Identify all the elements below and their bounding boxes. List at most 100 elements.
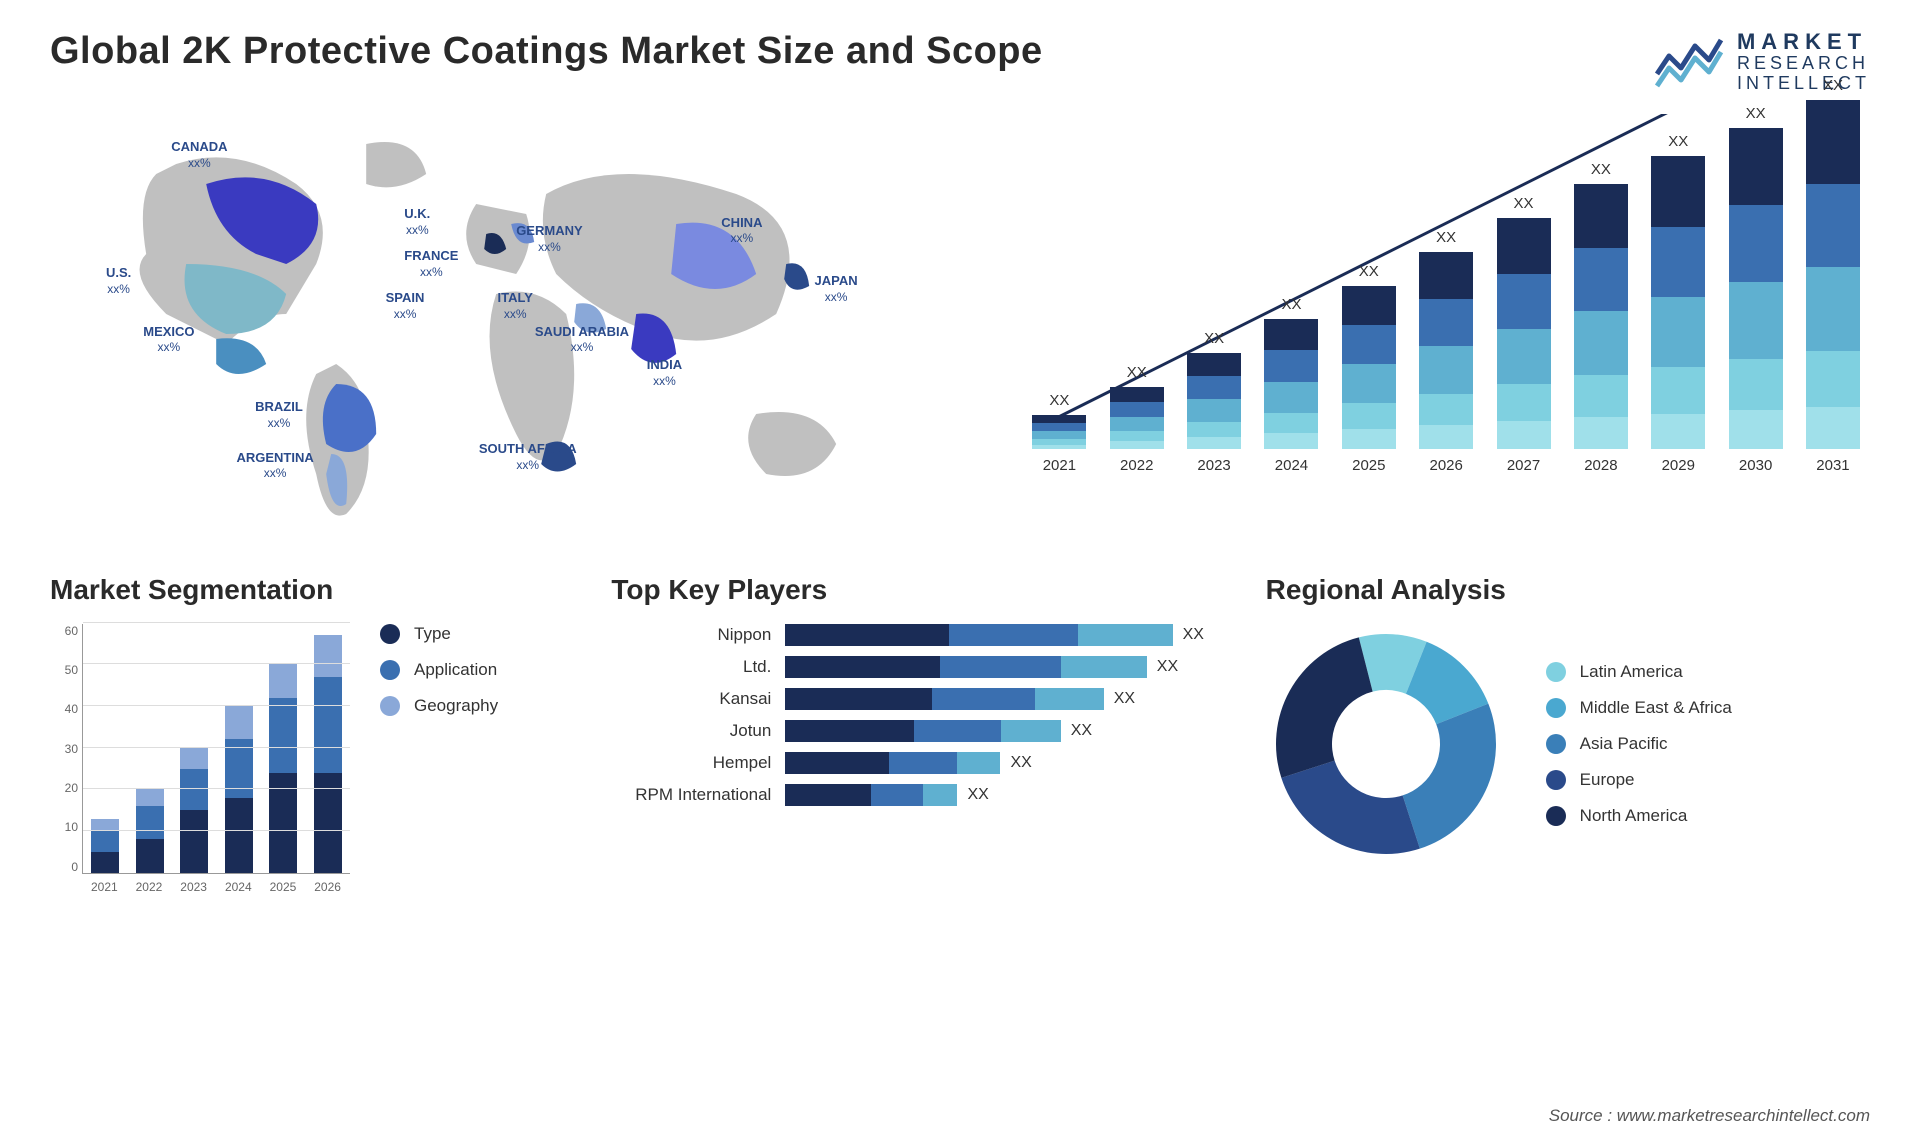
growth-bar: XX2024 — [1264, 296, 1318, 473]
growth-bar-value: XX — [1436, 229, 1456, 246]
segmentation-legend-item: Application — [380, 660, 498, 680]
player-label: Jotun — [611, 721, 771, 741]
source-attribution: Source : www.marketresearchintellect.com — [1549, 1106, 1870, 1126]
page-title: Global 2K Protective Coatings Market Siz… — [50, 30, 1043, 73]
map-label: INDIAxx% — [647, 357, 682, 388]
regional-legend-item: Latin America — [1546, 662, 1732, 682]
growth-bar-year: 2025 — [1352, 457, 1385, 474]
segmentation-chart: 6050403020100 202120222023202420252026 — [50, 624, 350, 904]
segmentation-bar — [180, 748, 208, 873]
segmentation-legend: Type Application Geography — [380, 624, 498, 716]
growth-bar-year: 2022 — [1120, 457, 1153, 474]
players-title: Top Key Players — [611, 574, 1215, 606]
growth-bar-value: XX — [1127, 364, 1147, 381]
player-value: XX — [1071, 722, 1092, 740]
segmentation-x-label: 2023 — [180, 880, 207, 904]
map-label: SOUTH AFRICAxx% — [479, 441, 577, 472]
player-row: Nippon XX — [611, 624, 1215, 646]
map-label: ARGENTINAxx% — [236, 450, 313, 481]
segmentation-x-label: 2026 — [314, 880, 341, 904]
map-label: GERMANYxx% — [516, 223, 582, 254]
brand-logo-icon — [1655, 34, 1725, 90]
segmentation-bar — [91, 819, 119, 873]
growth-bar-year: 2021 — [1043, 457, 1076, 474]
growth-bar-value: XX — [1746, 105, 1766, 122]
map-label: SAUDI ARABIAxx% — [535, 324, 629, 355]
map-label: MEXICOxx% — [143, 324, 194, 355]
growth-bar: XX 2027 — [1497, 195, 1551, 474]
regional-donut — [1266, 624, 1506, 864]
player-row: Kansai XX — [611, 688, 1215, 710]
growth-bar-value: XX — [1204, 330, 1224, 347]
segmentation-x-label: 2021 — [91, 880, 118, 904]
growth-bar-value: XX — [1668, 133, 1688, 150]
growth-bar-year: 2031 — [1816, 457, 1849, 474]
map-label: ITALYxx% — [498, 290, 533, 321]
map-label: U.K.xx% — [404, 206, 430, 237]
logo-text-1: MARKET — [1737, 30, 1870, 54]
growth-bar-year: 2026 — [1429, 457, 1462, 474]
regional-legend-item: North America — [1546, 806, 1732, 826]
segmentation-legend-item: Geography — [380, 696, 498, 716]
map-label: FRANCExx% — [404, 248, 458, 279]
regional-legend-item: Europe — [1546, 770, 1732, 790]
segmentation-x-label: 2022 — [136, 880, 163, 904]
player-row: Ltd.XX — [611, 656, 1215, 678]
player-label: Ltd. — [611, 657, 771, 677]
growth-bar-year: 2029 — [1662, 457, 1695, 474]
player-row: Hempel XX — [611, 752, 1215, 774]
segmentation-x-label: 2024 — [225, 880, 252, 904]
growth-bar: XX 2022 — [1110, 364, 1164, 474]
map-label: CHINAxx% — [721, 215, 762, 246]
growth-bar: XX 2030 — [1729, 105, 1783, 474]
segmentation-bar — [136, 789, 164, 872]
segmentation-bar — [225, 706, 253, 873]
growth-chart-panel: XX2021XX2022XX2023XX2024XX2025XX2026XX20… — [1022, 114, 1870, 534]
segmentation-title: Market Segmentation — [50, 574, 561, 606]
growth-bar-value: XX — [1281, 296, 1301, 313]
growth-bar-year: 2028 — [1584, 457, 1617, 474]
growth-bar-value: XX — [1049, 392, 1069, 409]
growth-bar-value: XX — [1823, 77, 1843, 94]
segmentation-bar — [314, 635, 342, 872]
donut-slice — [1276, 637, 1373, 777]
regional-legend: Latin America Middle East & Africa Asia Pa… — [1546, 662, 1732, 826]
player-row: RPM International XX — [611, 784, 1215, 806]
growth-bar-value: XX — [1591, 161, 1611, 178]
growth-bar: XX 2028 — [1574, 161, 1628, 473]
segmentation-legend-item: Type — [380, 624, 498, 644]
player-label: Kansai — [611, 689, 771, 709]
map-label: U.S.xx% — [106, 265, 131, 296]
player-value: XX — [1183, 626, 1204, 644]
world-map-panel: CANADAxx% U.S.xx% MEXICOxx% BRAZILxx% ARGENT… — [50, 114, 982, 534]
growth-bar: XX 2029 — [1651, 133, 1705, 473]
growth-bar: XX 2023 — [1187, 330, 1241, 474]
regional-title: Regional Analysis — [1266, 574, 1870, 606]
growth-bar: XX 2031 — [1806, 77, 1860, 474]
player-value: XX — [1114, 690, 1135, 708]
growth-bar-year: 2027 — [1507, 457, 1540, 474]
map-label: CANADAxx% — [171, 139, 227, 170]
player-label: Nippon — [611, 625, 771, 645]
donut-slice — [1281, 760, 1420, 853]
segmentation-bar — [269, 664, 297, 872]
donut-slice — [1402, 703, 1495, 848]
growth-bar-year: 2030 — [1739, 457, 1772, 474]
player-label: RPM International — [611, 785, 771, 805]
growth-bar: XX 2021 — [1032, 392, 1086, 474]
growth-bar-year: 2023 — [1197, 457, 1230, 474]
player-value: XX — [967, 786, 988, 804]
player-value: XX — [1010, 754, 1031, 772]
growth-bar: XX2025 — [1342, 263, 1396, 474]
players-chart: NipponXXLtd.XXKansaiXXJotunXXHempelXXRPM… — [611, 624, 1215, 806]
map-label: BRAZILxx% — [255, 399, 303, 430]
regional-legend-item: Middle East & Africa — [1546, 698, 1732, 718]
segmentation-x-label: 2025 — [270, 880, 297, 904]
player-label: Hempel — [611, 753, 771, 773]
growth-bar: XX 2026 — [1419, 229, 1473, 474]
player-row: Jotun XX — [611, 720, 1215, 742]
growth-bar-value: XX — [1514, 195, 1534, 212]
logo-text-2: RESEARCH — [1737, 54, 1870, 74]
map-label: JAPANxx% — [815, 273, 858, 304]
regional-legend-item: Asia Pacific — [1546, 734, 1732, 754]
